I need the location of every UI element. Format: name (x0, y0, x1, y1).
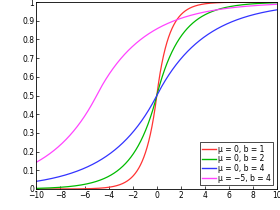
μ = 0, b = 4 (127, 136, 130, 138)
μ = 0, b = 4 (271, 9, 274, 12)
μ = 0, b = 4 (76, 169, 80, 172)
μ = −5, b = 4 (245, 5, 248, 8)
μ = 0, b = 1 (137, 166, 141, 169)
Line: μ = −5, b = 4: μ = −5, b = 4 (36, 4, 277, 162)
μ = 0, b = 1 (62, 188, 66, 190)
μ = 0, b = 2 (245, 3, 248, 6)
μ = 0, b = 1 (76, 188, 80, 190)
μ = 0, b = 4 (62, 174, 66, 177)
μ = 0, b = 4 (35, 180, 38, 182)
μ = 0, b = 2 (137, 143, 141, 145)
μ = 0, b = 2 (271, 2, 274, 4)
μ = −5, b = 4 (137, 39, 141, 42)
μ = −5, b = 4 (76, 124, 80, 127)
μ = 0, b = 4 (276, 9, 279, 11)
μ = −5, b = 4 (35, 161, 38, 164)
μ = 0, b = 2 (127, 159, 130, 161)
μ = 0, b = 4 (245, 15, 248, 18)
Line: μ = 0, b = 1: μ = 0, b = 1 (36, 2, 277, 189)
μ = −5, b = 4 (62, 140, 66, 143)
μ = −5, b = 4 (276, 3, 279, 5)
Line: μ = 0, b = 2: μ = 0, b = 2 (36, 3, 277, 188)
Legend: μ = 0, b = 1, μ = 0, b = 2, μ = 0, b = 4, μ = −5, b = 4: μ = 0, b = 1, μ = 0, b = 2, μ = 0, b = 4… (200, 142, 273, 185)
μ = 0, b = 2 (276, 1, 279, 4)
μ = 0, b = 4 (137, 123, 141, 125)
μ = −5, b = 4 (271, 3, 274, 6)
μ = 0, b = 1 (245, 1, 248, 3)
μ = −5, b = 4 (127, 49, 130, 51)
μ = 0, b = 1 (271, 1, 274, 3)
μ = 0, b = 1 (127, 179, 130, 181)
μ = 0, b = 2 (62, 186, 66, 188)
μ = 0, b = 1 (276, 1, 279, 3)
μ = 0, b = 1 (35, 188, 38, 190)
Line: μ = 0, b = 4: μ = 0, b = 4 (36, 10, 277, 181)
μ = 0, b = 2 (76, 184, 80, 187)
μ = 0, b = 2 (35, 187, 38, 190)
